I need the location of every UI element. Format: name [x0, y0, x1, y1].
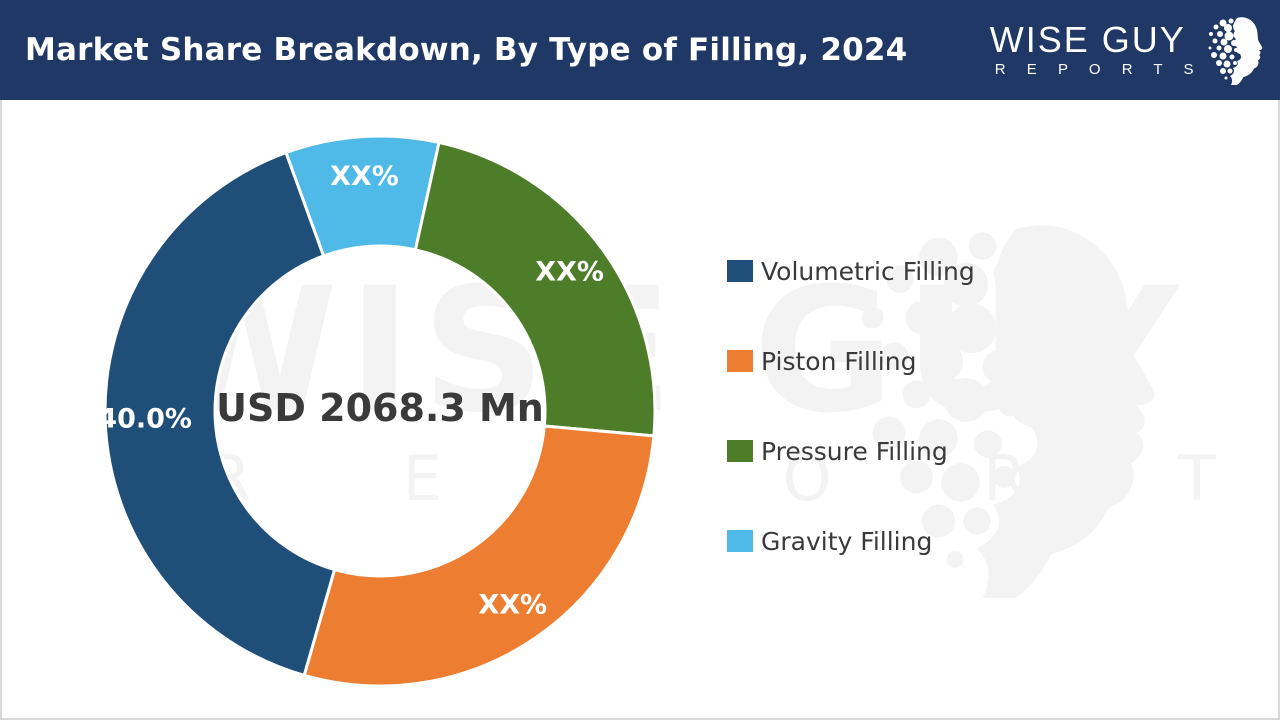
wise-guy-logo: WISE GUY R E P O R T S [990, 6, 1266, 94]
legend-swatch [727, 350, 753, 372]
logo-text: WISE GUY R E P O R T S [989, 19, 1202, 79]
legend-item-volumetric-filling: Volumetric Filling [727, 256, 975, 286]
donut-segment-piston-filling [302, 424, 656, 688]
legend-label: Gravity Filling [761, 526, 933, 556]
header-bar: Market Share Breakdown, By Type of Filli… [0, 0, 1280, 100]
slice-percentage-label: XX% [478, 589, 547, 620]
legend-item-piston-filling: Piston Filling [727, 346, 975, 376]
slice-percentage-label: XX% [330, 161, 399, 192]
legend-swatch [727, 260, 753, 282]
slice-percentage-label: 40.0% [98, 404, 192, 435]
chart-center-value: USD 2068.3 Mn [216, 386, 544, 430]
page-title: Market Share Breakdown, By Type of Filli… [25, 32, 908, 68]
logo-subtext: R E P O R T S [994, 61, 1202, 78]
legend-swatch [727, 440, 753, 462]
logo-wordmark: WISE GUY [989, 19, 1186, 60]
slice-percentage-label: XX% [535, 257, 604, 288]
legend-label: Volumetric Filling [761, 256, 975, 286]
logo-head-icon [1208, 17, 1263, 85]
watermark: WISE GUY R E P O R T S [0, 100, 1280, 720]
donut-segment-volumetric-filling [103, 151, 337, 677]
legend-label: Pressure Filling [761, 436, 948, 466]
legend-label: Piston Filling [761, 346, 917, 376]
legend-item-gravity-filling: Gravity Filling [727, 526, 975, 556]
legend-item-pressure-filling: Pressure Filling [727, 436, 975, 466]
legend-swatch [727, 530, 753, 552]
donut-segment-pressure-filling [413, 140, 657, 438]
chart-legend: Volumetric Filling Piston Filling Pressure… [727, 256, 975, 556]
